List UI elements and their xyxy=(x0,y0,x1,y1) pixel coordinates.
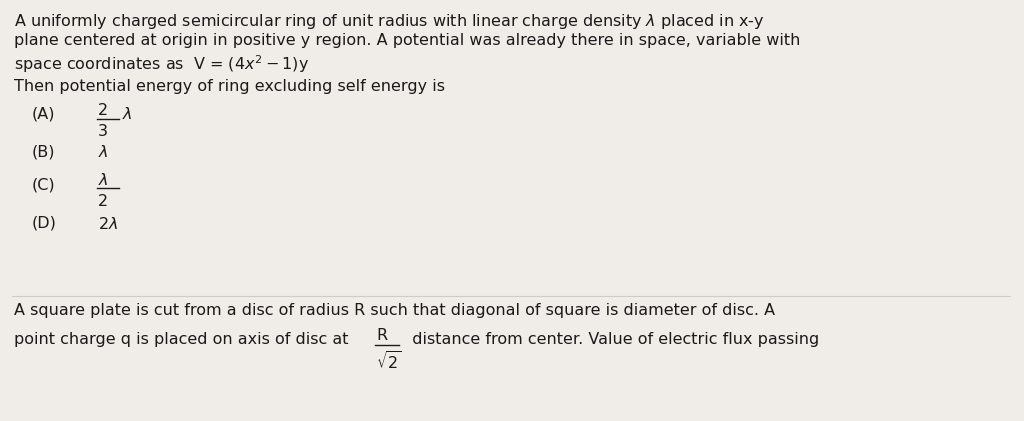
Text: 2: 2 xyxy=(98,103,109,117)
Text: (D): (D) xyxy=(32,216,56,231)
Text: Then potential energy of ring excluding self energy is: Then potential energy of ring excluding … xyxy=(13,79,444,94)
Text: A uniformly charged semicircular ring of unit radius with linear charge density : A uniformly charged semicircular ring of… xyxy=(13,12,764,31)
Text: 2$\lambda$: 2$\lambda$ xyxy=(98,216,118,232)
Text: (C): (C) xyxy=(32,178,55,193)
Text: space coordinates as  V = $\left(4x^2 - 1\right)$y: space coordinates as V = $\left(4x^2 - 1… xyxy=(13,53,309,75)
Text: plane centered at origin in positive y region. A potential was already there in : plane centered at origin in positive y r… xyxy=(13,33,800,48)
Text: A square plate is cut from a disc of radius R such that diagonal of square is di: A square plate is cut from a disc of rad… xyxy=(13,304,775,318)
Text: distance from center. Value of electric flux passing: distance from center. Value of electric … xyxy=(401,332,819,347)
Text: 2: 2 xyxy=(98,194,109,209)
Text: (B): (B) xyxy=(32,144,55,160)
Text: $\lambda$: $\lambda$ xyxy=(98,172,109,188)
Text: $\sqrt{2}$: $\sqrt{2}$ xyxy=(377,351,402,373)
Text: point charge q is placed on axis of disc at: point charge q is placed on axis of disc… xyxy=(13,332,358,347)
Text: $\lambda$: $\lambda$ xyxy=(122,106,132,122)
Text: R: R xyxy=(377,328,387,343)
Text: 3: 3 xyxy=(98,123,109,139)
Text: (A): (A) xyxy=(32,107,55,122)
Text: $\lambda$: $\lambda$ xyxy=(98,144,109,160)
